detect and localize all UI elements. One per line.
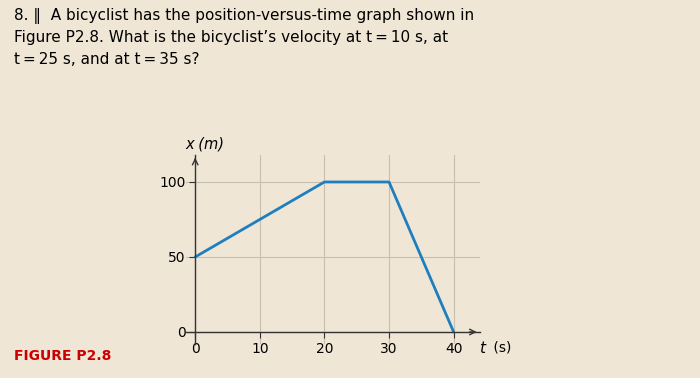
Text: x (m): x (m) [186,137,225,152]
Text: t: t [480,341,486,356]
Text: (s): (s) [489,341,512,355]
Text: 8. ‖  A bicyclist has the position-versus-time graph shown in
Figure P2.8. What : 8. ‖ A bicyclist has the position-versus… [14,8,474,67]
Text: FIGURE P2.8: FIGURE P2.8 [14,349,111,363]
